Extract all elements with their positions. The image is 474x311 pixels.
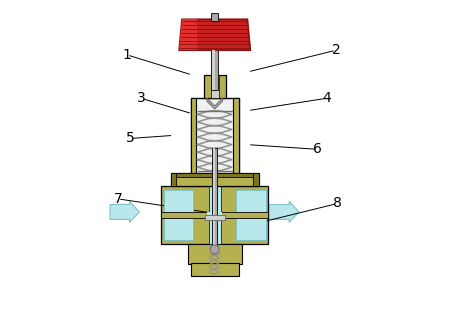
Circle shape [210,245,219,254]
Polygon shape [203,75,226,98]
FancyArrow shape [270,201,299,222]
Text: 7: 7 [113,192,122,206]
Polygon shape [253,173,259,186]
Text: 2: 2 [332,43,340,57]
Text: 3: 3 [137,91,146,105]
Polygon shape [210,75,219,98]
Polygon shape [211,13,219,21]
Text: 8: 8 [333,197,342,211]
Polygon shape [207,212,222,218]
Text: 6: 6 [313,142,322,156]
Polygon shape [211,50,218,91]
FancyArrow shape [110,201,139,222]
Polygon shape [171,173,259,177]
Polygon shape [212,50,215,91]
Polygon shape [236,190,265,240]
Polygon shape [161,186,268,244]
Polygon shape [209,186,220,244]
Polygon shape [191,98,196,174]
Polygon shape [207,98,222,109]
Polygon shape [212,148,217,245]
Polygon shape [179,19,250,50]
Polygon shape [171,173,259,186]
Polygon shape [205,215,225,220]
Text: 1: 1 [123,48,131,62]
Polygon shape [164,190,193,240]
Polygon shape [188,244,242,264]
Polygon shape [161,212,268,218]
Polygon shape [191,262,239,276]
Polygon shape [233,98,239,174]
Text: 4: 4 [322,91,331,105]
Polygon shape [179,19,197,50]
Polygon shape [213,148,215,245]
Polygon shape [191,98,239,174]
Text: 5: 5 [126,132,135,146]
Polygon shape [171,173,176,186]
